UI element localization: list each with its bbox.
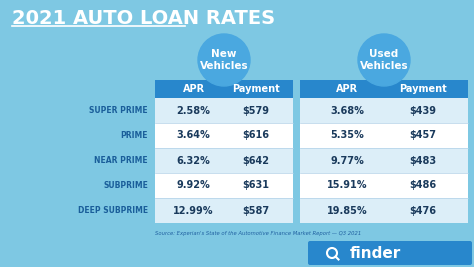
Text: New
Vehicles: New Vehicles — [200, 49, 248, 71]
Text: 6.32%: 6.32% — [177, 155, 210, 166]
FancyBboxPatch shape — [300, 98, 468, 123]
Text: $631: $631 — [242, 180, 269, 190]
Text: Payment: Payment — [232, 84, 280, 94]
FancyBboxPatch shape — [155, 80, 293, 98]
FancyBboxPatch shape — [300, 123, 468, 148]
FancyBboxPatch shape — [155, 98, 293, 223]
Text: $616: $616 — [242, 131, 269, 140]
Text: finder: finder — [350, 245, 401, 261]
FancyBboxPatch shape — [155, 173, 293, 198]
Text: 3.64%: 3.64% — [177, 131, 210, 140]
FancyBboxPatch shape — [300, 80, 468, 98]
Text: DEEP SUBPRIME: DEEP SUBPRIME — [78, 206, 148, 215]
Text: Source: Experian's State of the Automotive Finance Market Report — Q3 2021: Source: Experian's State of the Automoti… — [155, 231, 361, 236]
FancyBboxPatch shape — [155, 123, 293, 148]
Text: $476: $476 — [409, 206, 436, 215]
Text: $642: $642 — [242, 155, 269, 166]
Text: 9.77%: 9.77% — [330, 155, 364, 166]
FancyBboxPatch shape — [300, 173, 468, 198]
Text: PRIME: PRIME — [120, 131, 148, 140]
Text: $486: $486 — [409, 180, 436, 190]
FancyBboxPatch shape — [300, 198, 468, 223]
Text: $579: $579 — [242, 105, 269, 116]
Circle shape — [198, 34, 250, 86]
Text: APR: APR — [182, 84, 205, 94]
Text: 12.99%: 12.99% — [173, 206, 214, 215]
Text: 5.35%: 5.35% — [330, 131, 364, 140]
Text: 19.85%: 19.85% — [327, 206, 367, 215]
FancyBboxPatch shape — [155, 148, 293, 173]
Text: Payment: Payment — [399, 84, 447, 94]
Circle shape — [358, 34, 410, 86]
Text: NEAR PRIME: NEAR PRIME — [94, 156, 148, 165]
FancyBboxPatch shape — [155, 198, 293, 223]
FancyBboxPatch shape — [300, 148, 468, 173]
Text: 2.58%: 2.58% — [177, 105, 210, 116]
FancyBboxPatch shape — [308, 241, 472, 265]
Text: $483: $483 — [409, 155, 436, 166]
Text: Used
Vehicles: Used Vehicles — [360, 49, 408, 71]
Text: APR: APR — [336, 84, 358, 94]
Text: $457: $457 — [409, 131, 436, 140]
Text: 9.92%: 9.92% — [177, 180, 210, 190]
Text: 15.91%: 15.91% — [327, 180, 367, 190]
Text: $439: $439 — [409, 105, 436, 116]
Text: SUBPRIME: SUBPRIME — [103, 181, 148, 190]
Text: 3.68%: 3.68% — [330, 105, 364, 116]
FancyBboxPatch shape — [155, 98, 293, 123]
Text: SUPER PRIME: SUPER PRIME — [90, 106, 148, 115]
Text: $587: $587 — [242, 206, 269, 215]
FancyBboxPatch shape — [300, 98, 468, 223]
Text: 2021 AUTO LOAN RATES: 2021 AUTO LOAN RATES — [12, 9, 275, 28]
